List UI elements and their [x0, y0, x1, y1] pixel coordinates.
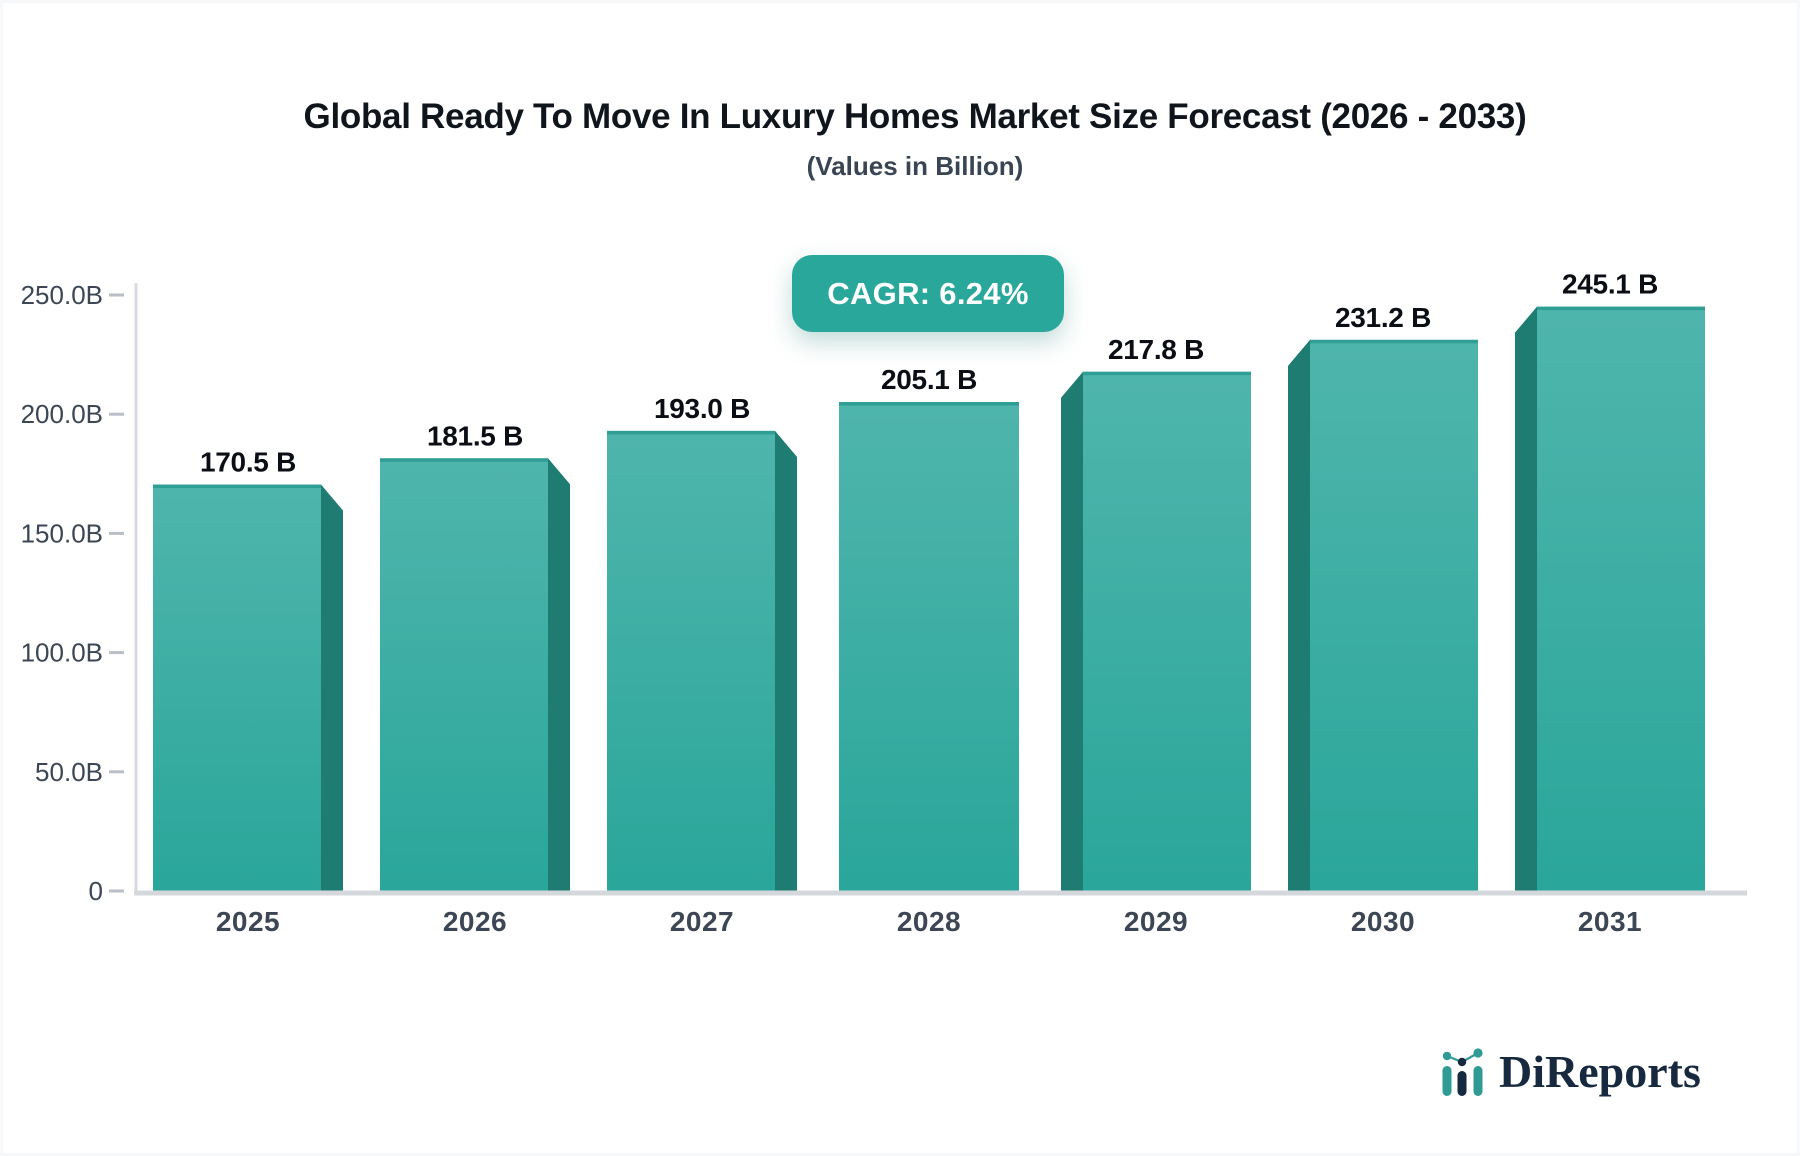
bar-group-2028 [839, 402, 1019, 892]
logo-dot [1457, 1057, 1467, 1067]
cagr-badge-label: CAGR: 6.24% [827, 275, 1029, 311]
labels-layer: 170.5 B 2025 181.5 B 2026 193.0 B 2027 205.1 B… [200, 269, 1658, 937]
bar-group-2025 [153, 484, 343, 892]
bar-face [380, 458, 548, 892]
bar-side-face [1061, 371, 1083, 893]
x-axis-label: 2027 [670, 906, 734, 937]
bar-value-label: 181.5 B [427, 420, 523, 451]
axis-layer: 0 50.0B 100.0B 150.0B 200.0B 250.0B [21, 280, 138, 906]
bar-side-face [775, 430, 797, 892]
x-axis-label: 2028 [897, 906, 961, 937]
bar-value-label: 245.1 B [1562, 269, 1658, 300]
bar-group-2030 [1288, 339, 1478, 892]
logo-bar [1442, 1066, 1452, 1096]
bars-layer [153, 306, 1705, 893]
bar-face [607, 430, 775, 892]
y-tick-label: 50.0B [35, 757, 103, 787]
bar-top-edge [1310, 339, 1478, 344]
bar-top-edge [153, 484, 321, 489]
bar-face [1310, 339, 1478, 892]
logo-bar [1473, 1066, 1483, 1096]
bar-value-label: 231.2 B [1335, 302, 1431, 333]
bar-group-2029 [1061, 371, 1251, 893]
cagr-badge: CAGR: 6.24% [792, 255, 1064, 332]
y-tick-label: 150.0B [21, 518, 103, 548]
bar-group-2026 [380, 458, 570, 892]
bar-face [1537, 306, 1705, 892]
bar-side-face [321, 484, 343, 892]
bar-top-edge [607, 430, 775, 435]
bar-side-face [1288, 339, 1310, 892]
bar-face [839, 402, 1019, 892]
x-axis-label: 2026 [443, 906, 507, 937]
bar-top-edge [380, 458, 548, 462]
bar-value-label: 193.0 B [654, 393, 750, 424]
x-axis-label: 2031 [1578, 906, 1642, 937]
bar-group-2031 [1515, 306, 1705, 892]
bar-value-label: 217.8 B [1108, 334, 1204, 365]
bar-top-edge [839, 402, 1019, 406]
y-tick-label: 100.0B [21, 638, 103, 668]
y-tick-label: 250.0B [21, 280, 103, 310]
bar-side-face [1515, 306, 1537, 892]
direports-logo-icon [1442, 1048, 1483, 1096]
bar-top-edge [1083, 371, 1251, 376]
x-axis-label: 2030 [1351, 906, 1415, 937]
logo-dot [1473, 1048, 1483, 1058]
y-tick-label: 0 [89, 876, 103, 906]
bar-top-edge [1537, 306, 1705, 311]
logo-dot [1442, 1051, 1452, 1061]
bar-side-face [548, 458, 570, 892]
bar-group-2027 [607, 430, 797, 892]
logo-bar [1457, 1071, 1467, 1096]
x-axis-label: 2025 [216, 906, 280, 937]
direports-logo: DiReports [1440, 1041, 1701, 1097]
bar-value-label: 170.5 B [200, 447, 296, 478]
y-tick-label: 200.0B [21, 399, 103, 429]
bar-face [153, 484, 321, 892]
direports-logo-text: DiReports [1499, 1046, 1701, 1097]
bar-face [1083, 371, 1251, 893]
bar-value-label: 205.1 B [881, 364, 977, 395]
bar-chart: 0 50.0B 100.0B 150.0B 200.0B 250.0B 170.5 B 20… [21, 269, 1747, 937]
x-axis-label: 2029 [1124, 906, 1188, 937]
